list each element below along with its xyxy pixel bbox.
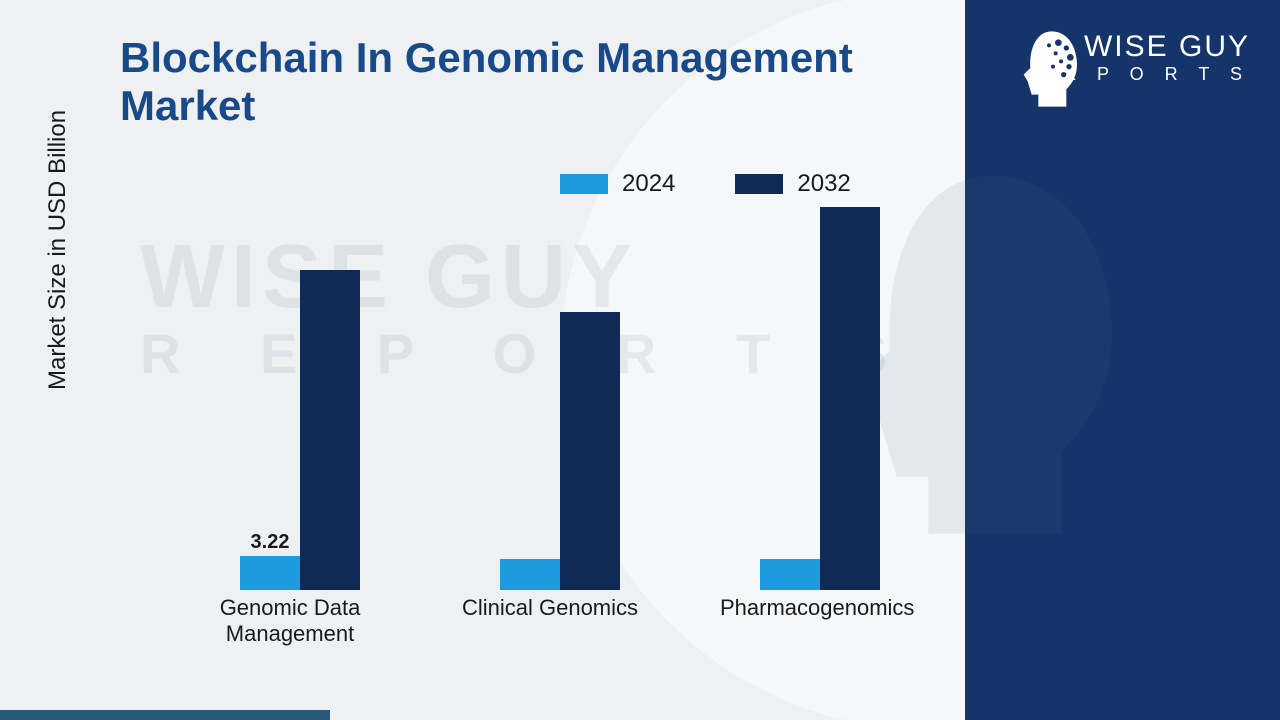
bar: [560, 312, 620, 590]
category-label: Clinical Genomics: [460, 595, 640, 621]
chart-canvas: WISE GUY R E P O R T S Blockchain In Gen…: [0, 0, 1280, 720]
category-label: Pharmacogenomics: [720, 595, 900, 621]
chart-title: Blockchain In Genomic Management Market: [120, 34, 880, 131]
bar: [760, 559, 820, 591]
bar: [500, 559, 560, 591]
category-label: Genomic Data Management: [200, 595, 380, 648]
y-axis-label: Market Size in USD Billion: [44, 110, 72, 390]
bar: [240, 556, 300, 590]
brand-head-icon: [1010, 28, 1080, 108]
bar: [820, 207, 880, 590]
plot-area: 3.22: [130, 170, 950, 590]
bar: [300, 270, 360, 590]
bottom-accent-bar: [0, 710, 330, 720]
